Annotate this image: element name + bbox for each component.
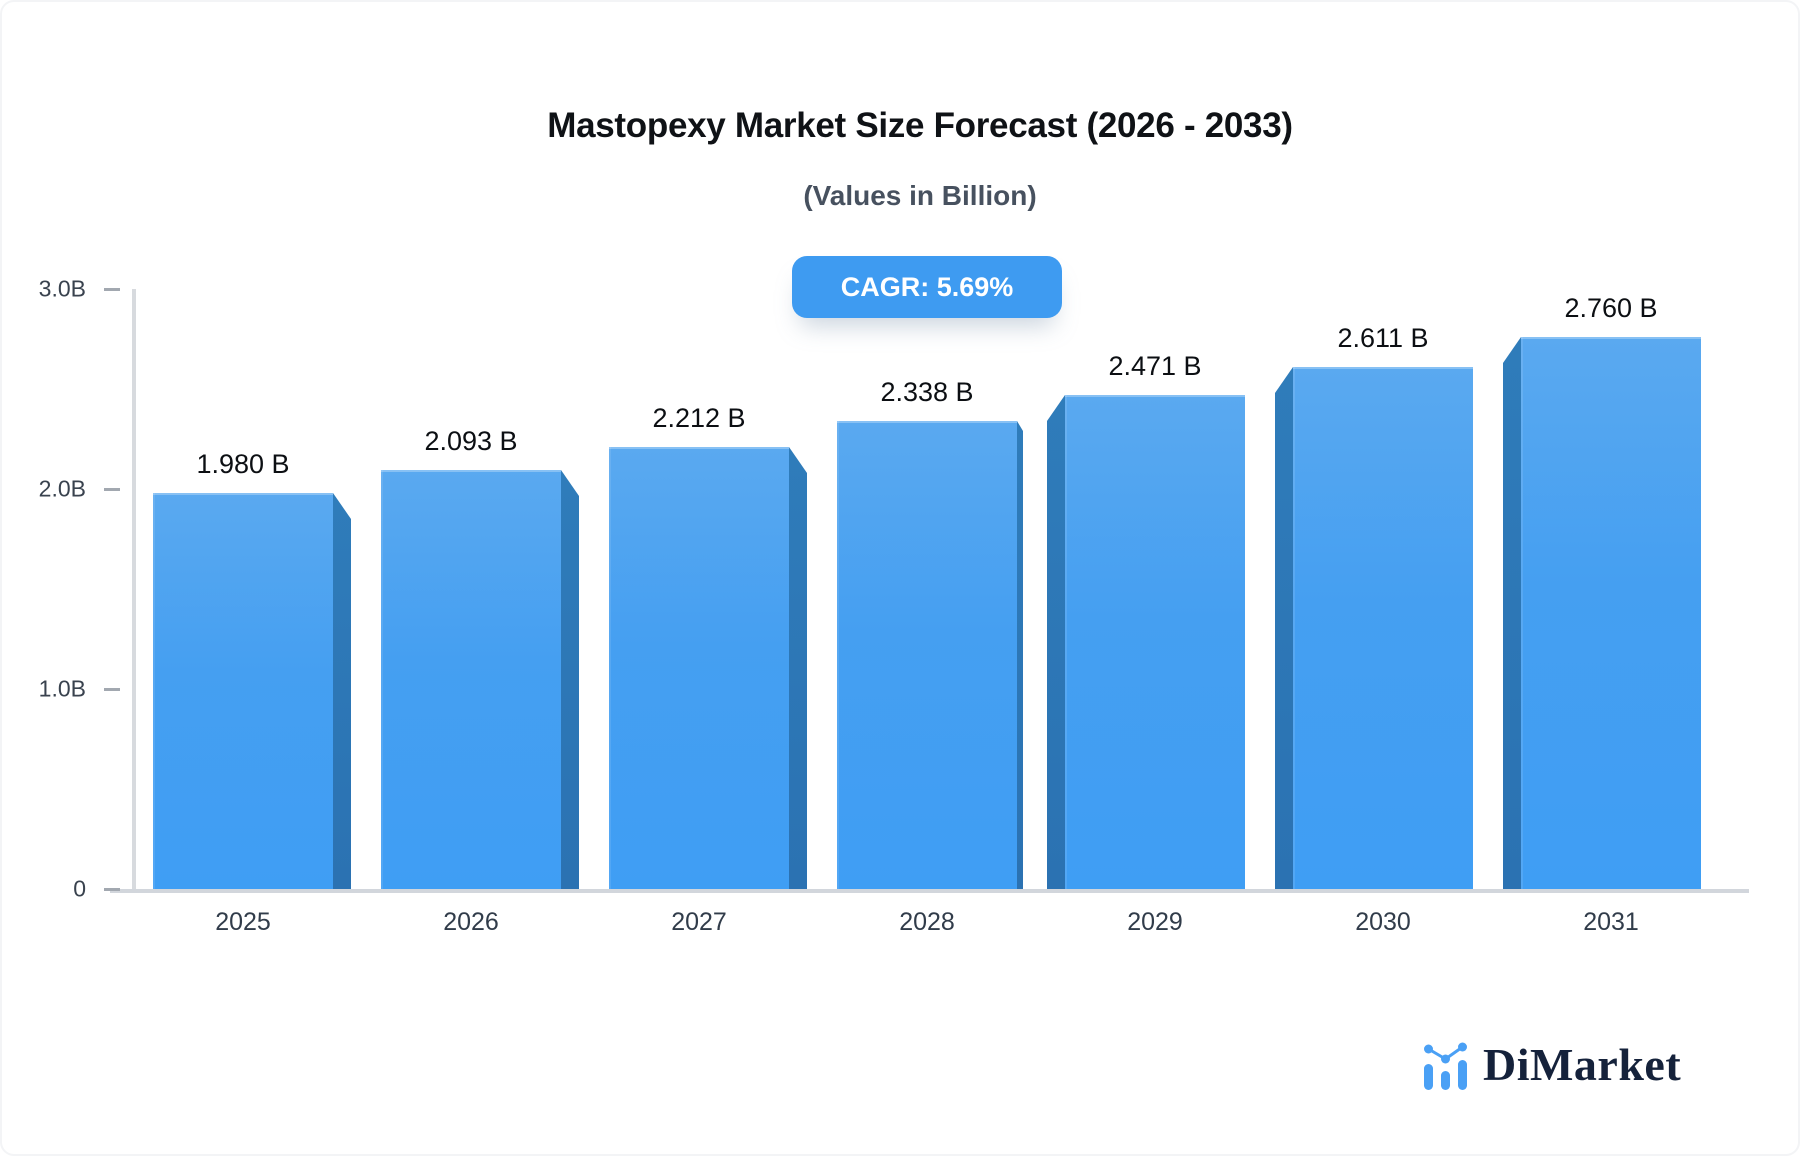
bar-3d-side bbox=[1275, 367, 1293, 889]
bar-3d-side bbox=[789, 447, 807, 889]
chart-subtitle: (Values in Billion) bbox=[803, 180, 1037, 211]
x-tick-label: 2030 bbox=[1355, 908, 1411, 936]
bar-group[interactable] bbox=[1047, 395, 1245, 889]
bar[interactable] bbox=[153, 493, 333, 889]
y-tick-label: 2.0B bbox=[38, 475, 86, 502]
bar-3d-side bbox=[1503, 337, 1521, 889]
bar-value-label: 1.980 B bbox=[196, 449, 290, 479]
bar[interactable] bbox=[609, 447, 789, 889]
y-tick-mark bbox=[104, 688, 120, 691]
cagr-badge: CAGR: 5.69% bbox=[792, 256, 1062, 318]
chart-title: Mastopexy Market Size Forecast (2026 - 2… bbox=[547, 106, 1293, 145]
bar-value-label: 2.338 B bbox=[880, 377, 974, 407]
bar-3d-side bbox=[333, 493, 351, 889]
bar-group[interactable] bbox=[837, 421, 1023, 889]
bar-value-label: 2.212 B bbox=[652, 403, 746, 433]
bar[interactable] bbox=[1521, 337, 1701, 889]
x-tick-label: 2025 bbox=[215, 908, 271, 936]
bar-value-label: 2.611 B bbox=[1337, 323, 1429, 353]
bar-value-label: 2.093 B bbox=[424, 426, 518, 456]
bar[interactable] bbox=[381, 470, 561, 889]
bar-3d-side bbox=[561, 470, 579, 889]
bar-group[interactable] bbox=[1503, 337, 1701, 889]
x-tick-label: 2026 bbox=[443, 908, 499, 936]
bar-group[interactable] bbox=[609, 447, 807, 889]
bar-value-label: 2.471 B bbox=[1108, 351, 1202, 381]
y-tick-label: 0 bbox=[73, 875, 86, 902]
x-axis-baseline bbox=[110, 889, 1749, 893]
brand-logo: DiMarket bbox=[1422, 1038, 1681, 1091]
y-tick-label: 3.0B bbox=[38, 275, 86, 302]
bar-3d-side bbox=[1017, 421, 1023, 889]
x-tick-label: 2028 bbox=[899, 908, 955, 936]
bar[interactable] bbox=[837, 421, 1017, 889]
x-tick-label: 2027 bbox=[671, 908, 727, 936]
y-tick-mark bbox=[104, 888, 120, 891]
bar[interactable] bbox=[1293, 367, 1473, 889]
x-tick-label: 2029 bbox=[1127, 908, 1183, 936]
bar[interactable] bbox=[1065, 395, 1245, 889]
bar-value-label: 2.760 B bbox=[1564, 293, 1658, 323]
bar-3d-side bbox=[1047, 395, 1065, 889]
y-axis-line bbox=[132, 289, 136, 893]
cagr-badge-label: CAGR: 5.69% bbox=[840, 271, 1014, 302]
x-tick-label: 2031 bbox=[1583, 908, 1639, 936]
y-tick-mark bbox=[104, 288, 120, 291]
y-tick-mark bbox=[104, 488, 120, 491]
bar-line-chart-icon bbox=[1424, 1042, 1467, 1090]
bar-group[interactable] bbox=[1275, 367, 1473, 889]
bar-group[interactable] bbox=[153, 493, 351, 889]
bar-group[interactable] bbox=[381, 470, 579, 889]
brand-name: DiMarket bbox=[1483, 1039, 1682, 1090]
y-tick-label: 1.0B bbox=[38, 675, 86, 702]
